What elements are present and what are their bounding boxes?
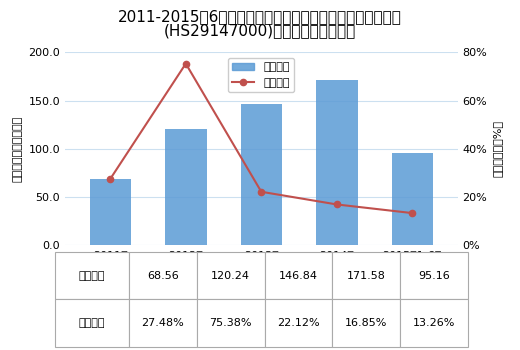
Text: (HS29147000)出口总额及增速统计: (HS29147000)出口总额及增速统计 [164,23,356,38]
Bar [332,252,400,299]
Bar [55,299,129,346]
Y-axis label: 同比增长率（%）: 同比增长率（%） [493,120,503,177]
Bar [392,153,433,245]
Bar [400,252,468,299]
Text: 出口金额: 出口金额 [79,271,105,281]
Text: 22.12%: 22.12% [277,318,320,328]
Text: 同比增长: 同比增长 [79,318,105,328]
Text: 171.58: 171.58 [347,271,386,281]
Bar [129,299,197,346]
Bar [197,252,265,299]
Bar [165,129,206,245]
Bar [332,299,400,346]
Bar [400,299,468,346]
Bar [197,299,265,346]
Text: 13.26%: 13.26% [413,318,456,328]
Bar [241,104,282,245]
Text: 68.56: 68.56 [147,271,179,281]
Text: 95.16: 95.16 [418,271,450,281]
Text: 16.85%: 16.85% [345,318,387,328]
Bar [129,252,197,299]
Y-axis label: 出口金额（百万美元）: 出口金额（百万美元） [13,116,23,182]
Text: 146.84: 146.84 [279,271,318,281]
Text: 2011-2015年6月酮及醌的卤化、磺化、硝化或亚硝化衍生物: 2011-2015年6月酮及醌的卤化、磺化、硝化或亚硝化衍生物 [118,9,402,24]
Legend: 出口金额, 同比增长: 出口金额, 同比增长 [228,58,294,92]
Text: 27.48%: 27.48% [141,318,184,328]
Text: 120.24: 120.24 [211,271,250,281]
Bar [89,179,131,245]
Bar [316,80,358,245]
Text: 75.38%: 75.38% [210,318,252,328]
Bar [55,252,129,299]
Bar [265,299,332,346]
Bar [265,252,332,299]
